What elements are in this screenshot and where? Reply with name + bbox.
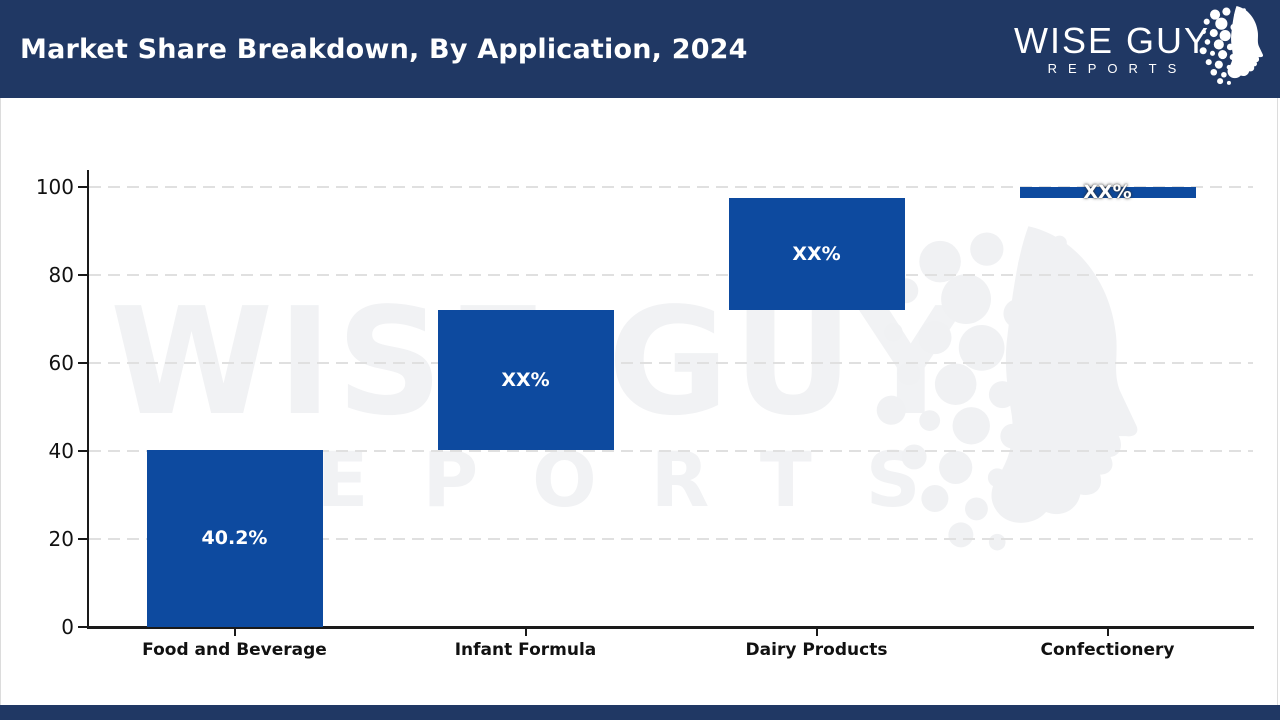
gridline-y20 [89, 538, 1253, 540]
y-tick-label-20: 20 [48, 527, 74, 551]
y-tick-mark-0 [78, 626, 87, 628]
y-tick-label-100: 100 [35, 175, 74, 199]
chart-title: Market Share Breakdown, By Application, … [20, 33, 748, 65]
x-tick-mark-3 [1106, 629, 1109, 636]
figure-left-border [0, 98, 1, 705]
y-tick-mark-60 [78, 362, 87, 364]
bar-value-label: XX% [1083, 181, 1132, 203]
bar-confectionery: XX% [1019, 183, 1196, 202]
gridline-y40 [89, 450, 1253, 452]
y-tick-mark-100 [78, 186, 87, 188]
gridline-y80 [89, 274, 1253, 276]
x-category-label-3: Confectionery [1040, 640, 1175, 660]
y-tick-label-40: 40 [48, 439, 74, 463]
y-tick-mark-40 [78, 450, 87, 452]
x-tick-mark-1 [524, 629, 527, 636]
bar-dairy-products: XX% [728, 198, 905, 311]
x-tick-mark-2 [815, 629, 818, 636]
x-category-label-1: Infant Formula [454, 640, 597, 660]
gridline-y60 [89, 362, 1253, 364]
y-tick-label-0: 0 [61, 615, 74, 639]
bar-infant-formula: XX% [437, 310, 614, 451]
x-category-label-2: Dairy Products [745, 640, 888, 660]
gridline-y100 [89, 186, 1253, 188]
brand-head-icon [1199, 5, 1264, 85]
figure-right-border [1277, 98, 1278, 705]
brand-logo-text: WISE GUY REPORTS [1013, 20, 1210, 76]
header-bar: Market Share Breakdown, By Application, … [0, 0, 1280, 98]
y-axis-line [87, 170, 89, 628]
y-tick-label-60: 60 [48, 351, 74, 375]
bar-food-and-beverage: 40.2% [146, 450, 323, 627]
y-tick-mark-80 [78, 274, 87, 276]
watermark-text-reports: REPORTS [204, 435, 975, 524]
brand-subname: REPORTS [1047, 61, 1188, 76]
bar-value-label: XX% [792, 242, 841, 265]
bar-value-label: XX% [501, 368, 550, 391]
brand-name: WISE GUY [1013, 20, 1210, 61]
y-tick-mark-20 [78, 538, 87, 540]
x-category-label-0: Food and Beverage [142, 640, 327, 660]
footer-bar [0, 705, 1280, 720]
y-tick-label-80: 80 [48, 263, 74, 287]
x-tick-mark-0 [233, 629, 236, 636]
x-axis-line [87, 626, 1254, 629]
brand-logo: WISE GUY REPORTS [1014, 4, 1272, 95]
bar-value-label: 40.2% [201, 527, 268, 550]
